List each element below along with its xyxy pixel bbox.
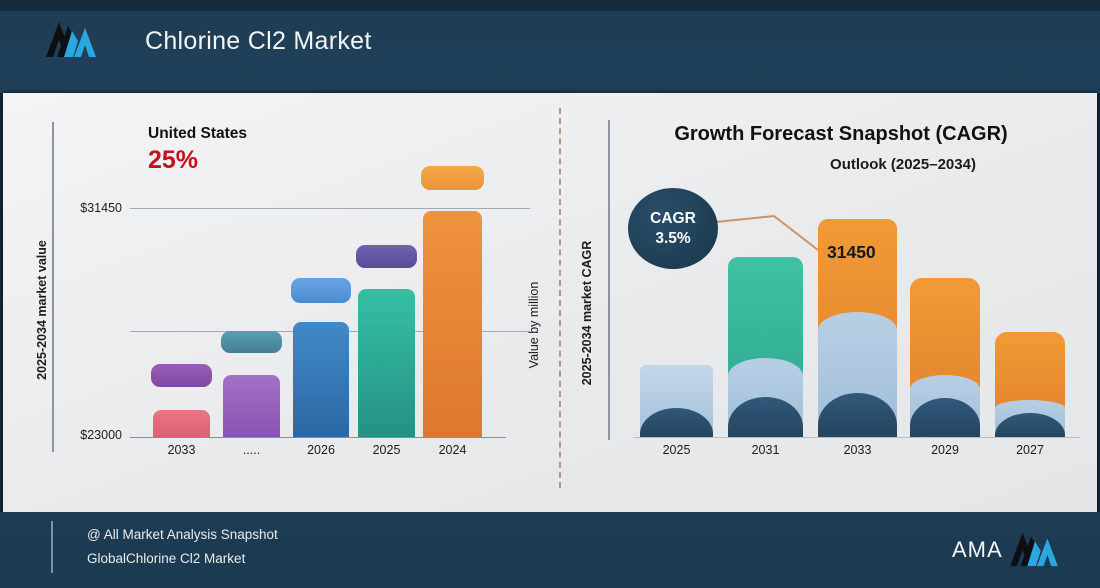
left-baseline [130, 437, 506, 438]
right-chart-y-axis-line [608, 120, 610, 440]
cagr-callout-bubble: CAGR 3.5% [628, 188, 718, 269]
right-baseline [633, 437, 1080, 438]
left-chart-highlight-percent: 25% [148, 146, 199, 174]
left-ytick-bottom: $23000 [80, 428, 122, 442]
x-axis-label-.....: ..... [242, 443, 261, 457]
bar-cap-2026 [291, 278, 351, 303]
x-axis-label-2025: 2025 [662, 443, 691, 457]
footer-market-text: GlobalChlorine Cl2 Market [87, 551, 246, 566]
bar-segment-2033-2 [818, 393, 897, 437]
x-axis-label-2031: 2031 [751, 443, 780, 457]
left-gridline-31450 [130, 208, 530, 209]
x-axis-label-2033: 2033 [167, 443, 196, 457]
x-axis-label-2026: 2026 [307, 443, 335, 457]
x-axis-label-2033: 2033 [843, 443, 872, 457]
ama-footer-logo-icon [1010, 532, 1058, 567]
bar-..... [223, 375, 280, 437]
bar-cap-2024 [421, 166, 484, 190]
bar-segment-2031-2 [728, 397, 803, 437]
x-axis-label-2029: 2029 [931, 443, 959, 457]
bar-2033 [153, 410, 210, 437]
x-axis-label-2025: 2025 [372, 443, 401, 457]
header: Chlorine Cl2 Market [0, 0, 1100, 93]
left-chart-title: United States [148, 125, 248, 142]
right-chart-subtitle: Outlook (2025–2034) [830, 156, 976, 173]
right-chart-value-annotation: 31450 [827, 242, 876, 262]
bar-cap-2025 [356, 245, 417, 268]
right-chart-title: Growth Forecast Snapshot (CAGR) [674, 123, 1008, 145]
bar-2026 [293, 322, 349, 437]
left-chart-y-axis-line [52, 122, 54, 452]
bar-segment-2029-2 [910, 398, 980, 437]
page-title: Chlorine Cl2 Market [145, 27, 372, 55]
cagr-callout-label: CAGR [650, 210, 696, 228]
divider-dashed-line [559, 108, 561, 488]
footer: @ All Market Analysis Snapshot GlobalChl… [0, 512, 1100, 588]
bar-cap-..... [221, 331, 282, 353]
footer-snapshot-text: @ All Market Analysis Snapshot [87, 527, 278, 542]
bar-2025 [358, 289, 415, 437]
x-axis-label-2027: 2027 [1016, 443, 1044, 457]
bar-2024 [423, 211, 482, 437]
x-axis-label-2024: 2024 [438, 443, 467, 457]
footer-vertical-rule [51, 521, 53, 573]
footer-brand-text: AMA [952, 537, 1003, 562]
left-ytick-top: $31450 [80, 201, 122, 215]
cagr-callout-value: 3.5% [655, 229, 691, 247]
ama-logo-icon [46, 22, 96, 57]
bar-cap-2033 [151, 364, 212, 387]
